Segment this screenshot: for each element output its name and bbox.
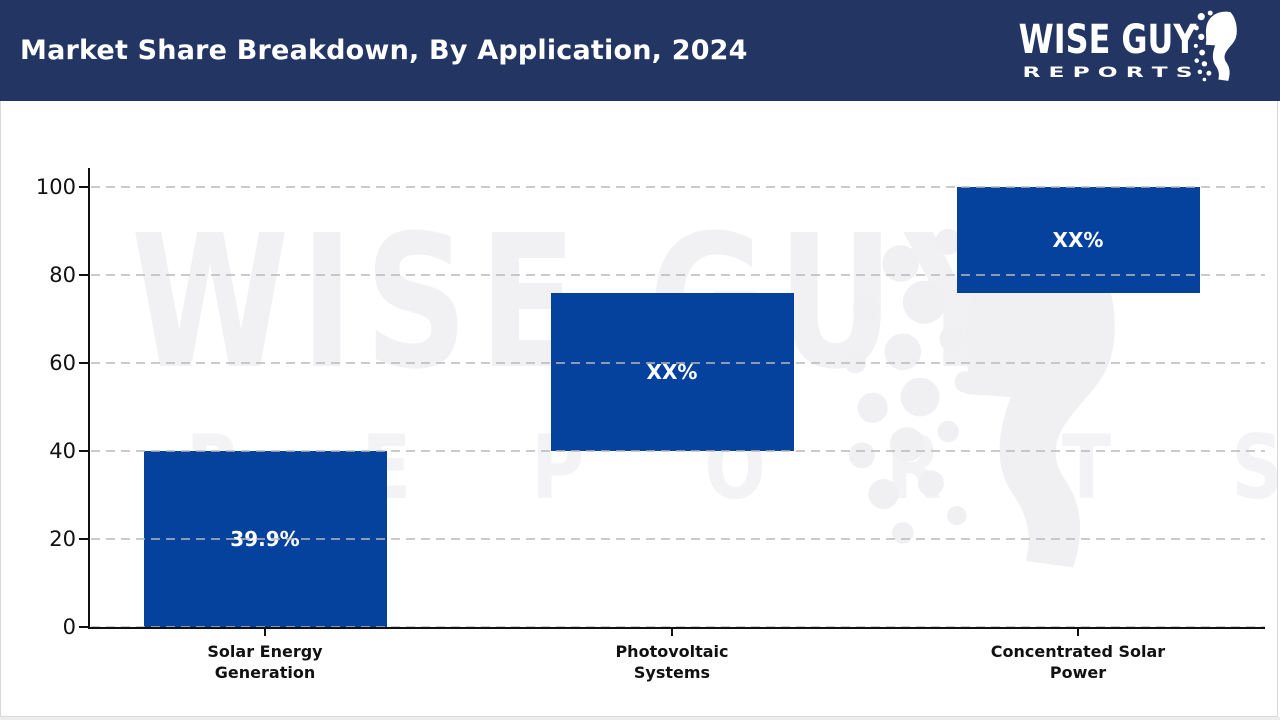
y-tick-mark (79, 626, 88, 628)
bar-value-label: XX% (1052, 227, 1104, 252)
page-title: Market Share Breakdown, By Application, … (20, 35, 748, 66)
x-category-label-line: Concentrated Solar (990, 642, 1166, 661)
bar: XX% (956, 187, 1200, 293)
y-tick-label: 20 (49, 527, 76, 551)
y-tick-mark (79, 450, 88, 452)
logo-wordmark: WISE GUY (1019, 16, 1197, 62)
x-category-label-line: Photovoltaic (615, 642, 729, 661)
x-category-label-line: Generation (214, 663, 316, 682)
y-tick-label: 100 (35, 175, 76, 199)
gridline (91, 538, 1265, 540)
x-tick-mark (264, 629, 266, 636)
logo-face-icon (1193, 10, 1237, 81)
gridline (91, 186, 1265, 188)
logo-subtitle: R E P O R T S (1023, 64, 1193, 80)
y-tick-mark (79, 538, 88, 540)
x-tick-mark (671, 629, 673, 636)
x-category-label-line: Power (1049, 663, 1107, 682)
y-axis-line (88, 168, 90, 629)
chart-card: WISE GUY R E P O R T S 0 20 (0, 101, 1278, 717)
y-tick-label: 0 (62, 615, 76, 639)
gridline (91, 274, 1265, 276)
x-category-label-line: Solar Energy (207, 642, 323, 661)
y-tick-label: 60 (49, 351, 76, 375)
x-category-label: Concentrated Solar Power (918, 641, 1238, 683)
x-tick-mark (1077, 629, 1079, 636)
gridline (91, 450, 1265, 452)
x-axis-line (88, 627, 1265, 629)
x-category-label-line: Systems (633, 663, 711, 682)
header-bar: Market Share Breakdown, By Application, … (0, 0, 1280, 101)
x-category-label: Photovoltaic Systems (512, 641, 832, 683)
y-tick-mark (79, 362, 88, 364)
x-category-label: Solar Energy Generation (105, 641, 425, 683)
y-tick-label: 40 (49, 439, 76, 463)
bar: XX% (550, 292, 794, 451)
gridline (91, 362, 1265, 364)
wise-guy-reports-logo: WISE GUY R E P O R T S (1019, 10, 1237, 81)
y-tick-label: 80 (49, 263, 76, 287)
y-tick-mark (79, 186, 88, 188)
bottom-strip (0, 717, 1280, 720)
y-tick-mark (79, 274, 88, 276)
